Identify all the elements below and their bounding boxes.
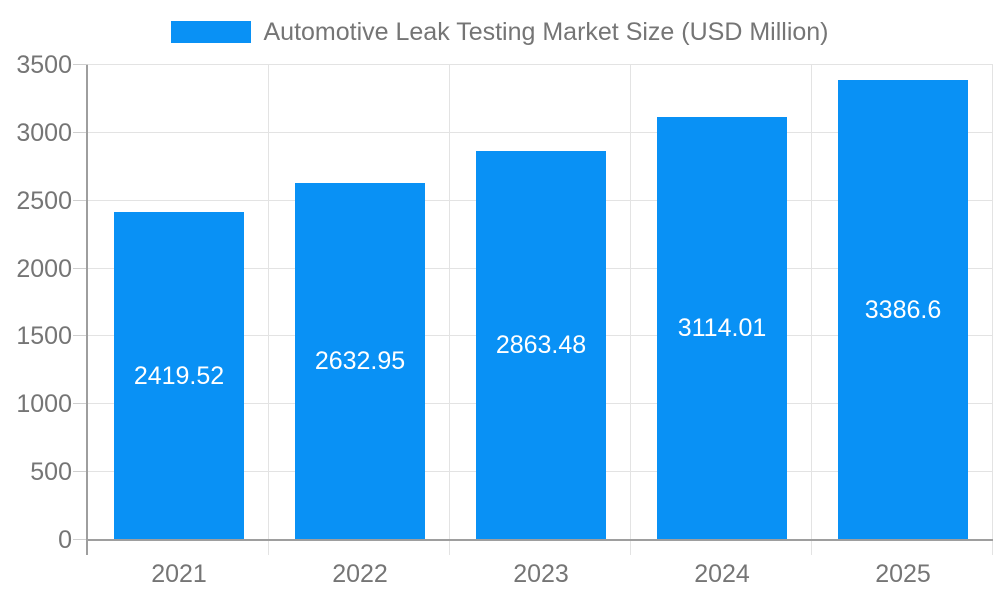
x-axis-line: [88, 539, 993, 541]
y-axis-tick-label: 500: [30, 458, 72, 486]
y-axis-tick-label: 1500: [16, 322, 72, 350]
x-axis-tick-label: 2023: [513, 560, 569, 588]
y-tick: [73, 539, 88, 540]
y-axis-tick-label: 3000: [16, 119, 72, 147]
bar-2025: 3386.6: [838, 80, 968, 540]
y-axis-line: [86, 65, 88, 555]
bar-2022: 2632.95: [295, 183, 425, 540]
y-tick: [73, 268, 88, 269]
y-tick: [73, 200, 88, 201]
bar-value-label: 2419.52: [133, 361, 225, 390]
bar-2024: 3114.01: [657, 117, 787, 540]
bar-value-label: 3114.01: [677, 314, 767, 342]
v-gridline: [449, 65, 450, 555]
v-gridline: [630, 65, 631, 555]
legend-swatch: [171, 21, 252, 43]
h-gridline: [88, 132, 993, 133]
y-axis-tick-label: 2000: [16, 255, 72, 283]
y-axis-tick-label: 1000: [16, 390, 72, 418]
legend-label: Automotive Leak Testing Market Size (USD…: [263, 17, 829, 46]
y-tick: [73, 335, 88, 336]
x-axis-tick-label: 2025: [875, 560, 931, 588]
y-tick: [73, 471, 88, 472]
bar-value-label: 2632.95: [314, 347, 406, 375]
bar-value-label: 3386.6: [864, 295, 942, 324]
y-tick: [73, 64, 88, 65]
y-tick: [73, 132, 88, 133]
y-tick: [73, 403, 88, 404]
x-axis-tick-label: 2022: [332, 560, 388, 588]
y-axis-tick-label: 0: [58, 526, 72, 554]
bar-2021: 2419.52: [114, 212, 244, 540]
x-axis-tick-label: 2024: [694, 560, 750, 588]
v-gridline: [992, 65, 993, 555]
y-axis-tick-label: 3500: [16, 51, 72, 79]
y-axis-tick-label: 2500: [16, 187, 72, 215]
chart-legend[interactable]: Automotive Leak Testing Market Size (USD…: [0, 17, 1000, 47]
x-axis-tick-label: 2021: [151, 560, 207, 588]
bar-2023: 2863.48: [476, 151, 606, 540]
v-gridline: [811, 65, 812, 555]
h-gridline: [88, 64, 993, 65]
bar-value-label: 2863.48: [495, 331, 587, 359]
v-gridline: [268, 65, 269, 555]
